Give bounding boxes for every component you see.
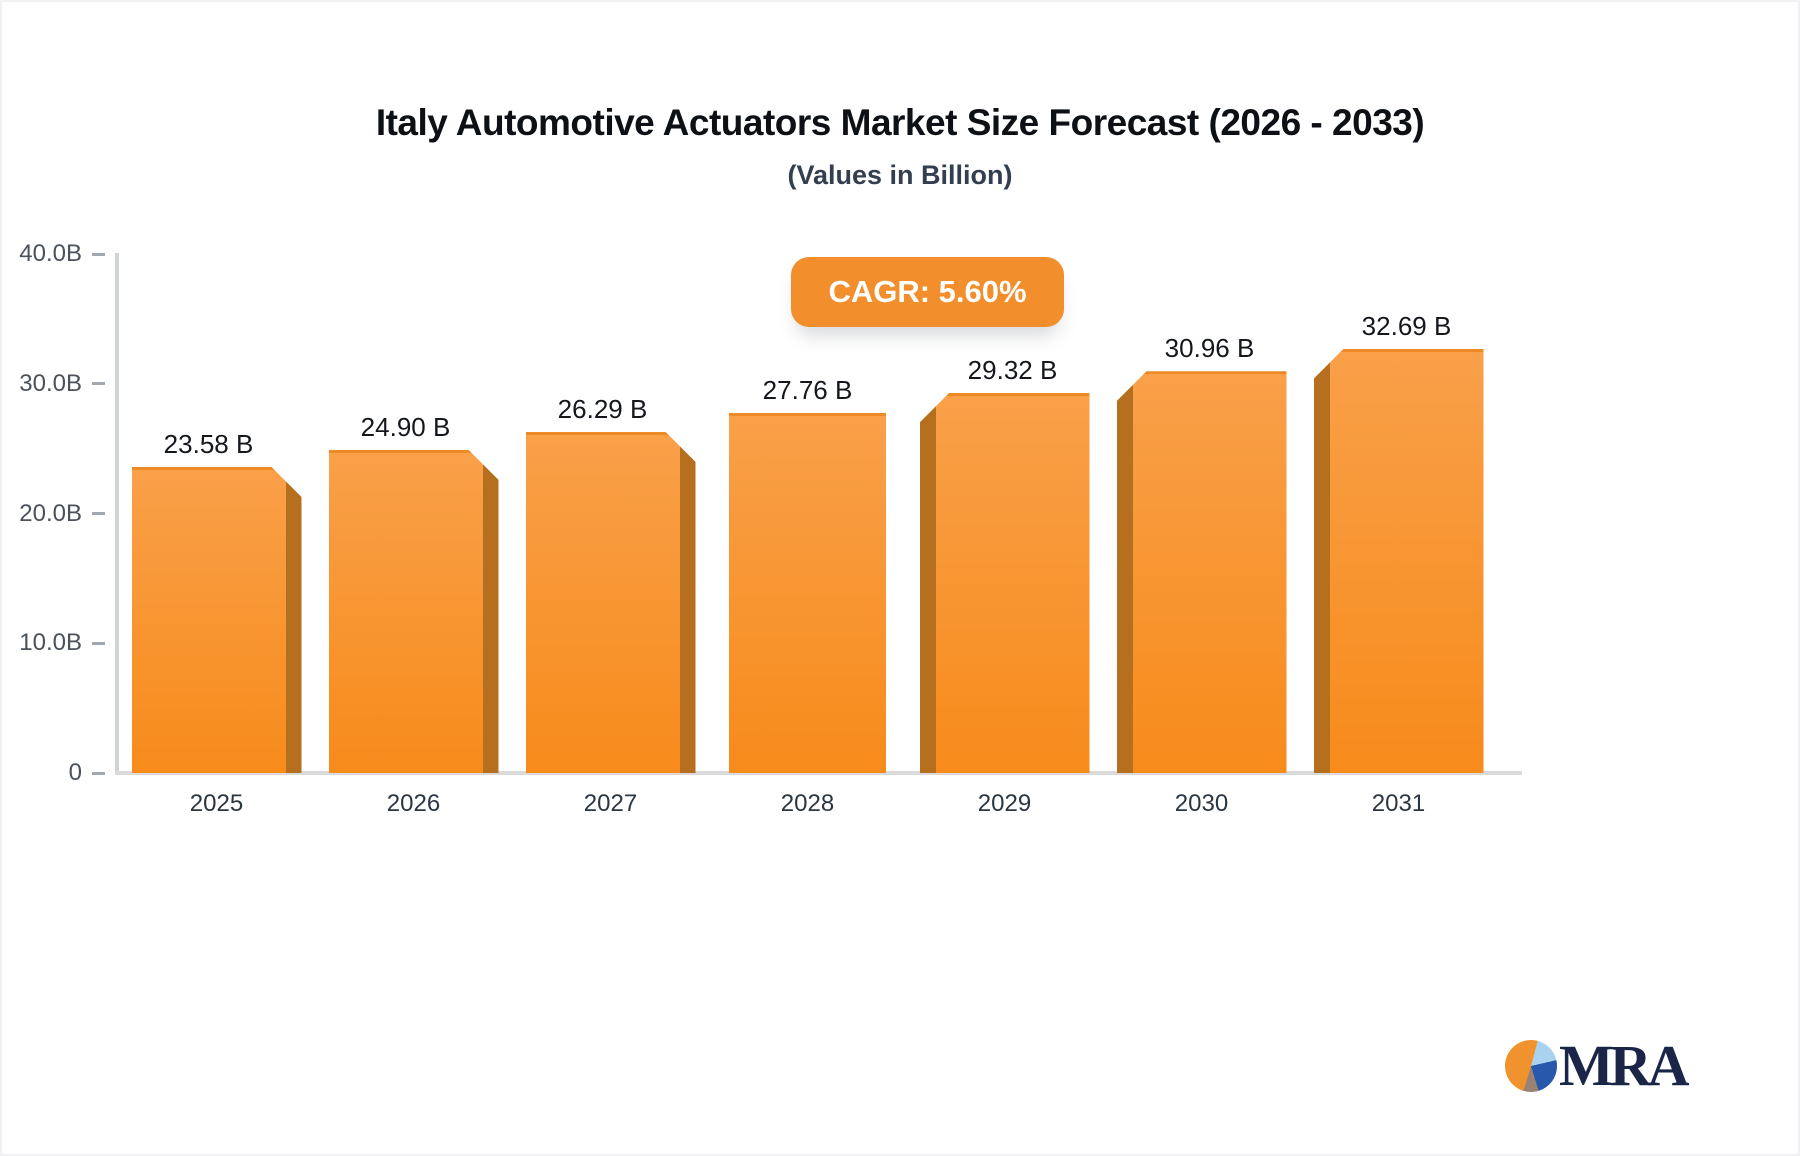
bar-side-face-2026 (483, 450, 499, 773)
bar-2030 (1116, 371, 1287, 773)
cagr-badge: CAGR: 5.60% (791, 257, 1064, 327)
y-axis-tick (92, 382, 105, 386)
bar-2029 (919, 392, 1090, 773)
x-axis-baseline (115, 771, 1522, 775)
y-axis-label: 10.0B (19, 629, 82, 657)
bar-face-2028 (729, 412, 886, 773)
bar-face-2027 (526, 432, 680, 773)
bar-side-face-2027 (680, 432, 696, 773)
bar-side-face-2030 (1116, 371, 1133, 773)
bar-side-face-2029 (919, 392, 936, 773)
y-axis-tick (92, 771, 105, 775)
bar-2026 (329, 450, 499, 773)
bar-2028 (729, 412, 886, 773)
bar-value-label-2028: 27.76 B (762, 374, 853, 405)
x-axis-label-2025: 2025 (189, 790, 244, 817)
y-axis-label: 0 (68, 759, 82, 786)
bar-face-2031 (1329, 348, 1484, 773)
y-axis-tick (92, 252, 105, 256)
x-axis-label-2027: 2027 (583, 790, 638, 817)
y-axis-tick (92, 512, 105, 515)
y-axis-line (115, 253, 119, 774)
pie-chart-icon (1505, 1040, 1557, 1092)
bar-value-label-2029: 29.32 B (967, 354, 1058, 385)
chart-subtitle: (Values in Billion) (787, 160, 1013, 190)
y-axis-label: 30.0B (19, 369, 82, 397)
x-axis-label-2031: 2031 (1371, 790, 1426, 817)
bar-value-label-2025: 23.58 B (163, 429, 254, 460)
x-axis-label-2028: 2028 (780, 790, 835, 817)
y-axis-label: 40.0B (19, 240, 82, 267)
y-axis-label: 20.0B (19, 499, 82, 527)
chart-title: Italy Automotive Actuators Market Size F… (375, 102, 1425, 143)
bar-value-label-2026: 24.90 B (360, 411, 451, 442)
brand-logo-text: MRA (1559, 1033, 1690, 1098)
bar-side-face-2031 (1313, 348, 1330, 773)
bar-face-2025 (132, 467, 286, 773)
bar-2025 (132, 467, 302, 773)
y-axis-tick (92, 641, 105, 645)
bar-face-2030 (1132, 371, 1287, 773)
x-axis-label-2026: 2026 (386, 790, 441, 817)
cagr-badge-label: CAGR: 5.60% (828, 274, 1027, 309)
bar-value-label-2027: 26.29 B (557, 393, 648, 424)
x-axis-label-2029: 2029 (977, 790, 1032, 817)
bar-side-face-2025 (286, 467, 302, 773)
bar-face-2029 (935, 392, 1090, 773)
bar-value-label-2031: 32.69 B (1361, 310, 1452, 341)
bar-2027 (526, 432, 696, 773)
x-axis-label-2030: 2030 (1174, 790, 1229, 817)
bar-2031 (1313, 348, 1484, 773)
bar-face-2026 (329, 450, 483, 773)
bar-value-label-2030: 30.96 B (1164, 333, 1255, 364)
brand-logo: MRA (1505, 1033, 1690, 1098)
